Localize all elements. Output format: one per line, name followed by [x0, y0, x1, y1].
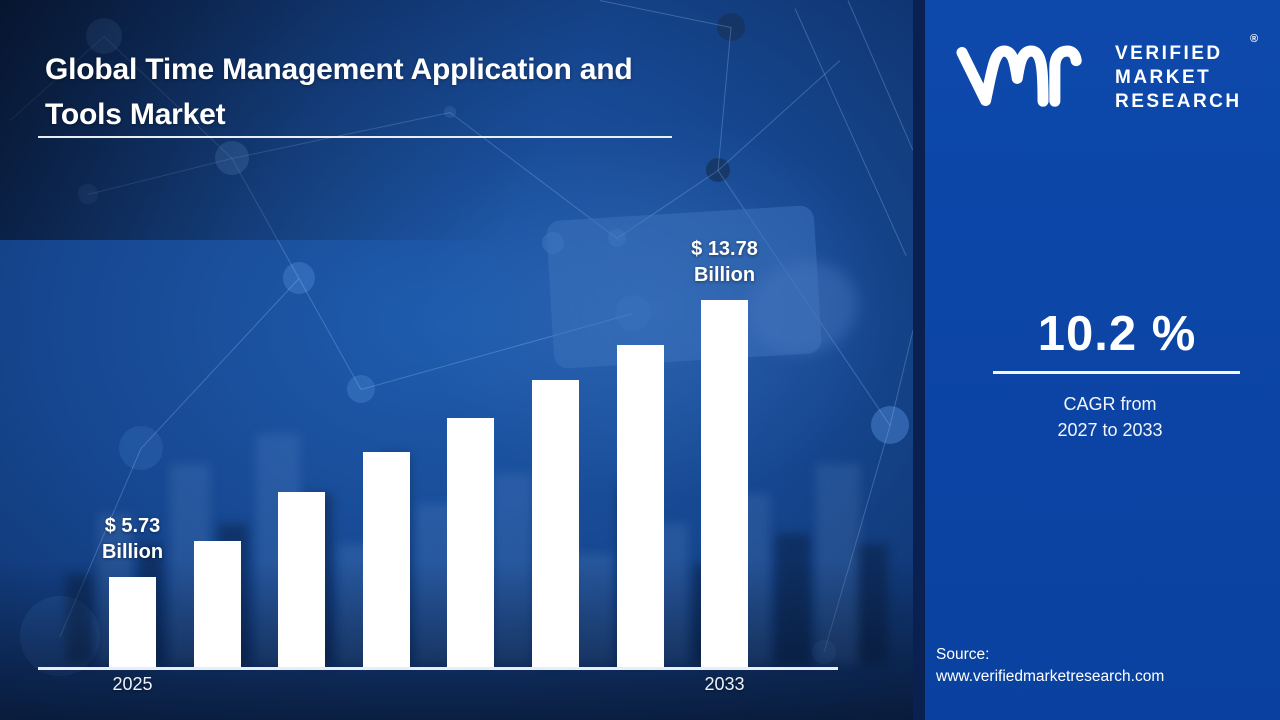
right-panel — [925, 0, 1280, 720]
bar-value-unit: Billion — [693, 264, 756, 286]
registered-trademark-icon: ® — [1250, 33, 1259, 45]
bar-index-5 — [532, 380, 579, 669]
page-title-line2: Tools Market — [45, 98, 226, 131]
bar-index-1 — [194, 541, 241, 669]
page-title-line1: Global Time Management Application and — [45, 53, 633, 86]
bar-value-amount: $ 13.78 — [691, 238, 758, 260]
source-label: Source: — [936, 646, 990, 663]
left-section: Global Time Management Application and T… — [0, 0, 913, 720]
bar-value-amount: $ 5.73 — [104, 515, 161, 537]
network-node-icon — [871, 406, 909, 444]
title-underline — [38, 136, 672, 138]
cagr-caption: CAGR from 2027 to 2033 — [960, 391, 1260, 443]
bar-group — [109, 249, 749, 669]
bar-index-4 — [447, 418, 494, 669]
market-bar-chart: 2025 $ 5.73 Billion 2033 $ 13.78 Billion — [38, 236, 838, 694]
source-block: Source: www.verifiedmarketresearch.com — [936, 644, 1164, 688]
cagr-caption-line1: CAGR from — [1063, 394, 1157, 414]
bar-value-unit: Billion — [101, 541, 164, 563]
network-node-icon — [347, 375, 375, 403]
network-node-icon — [119, 426, 163, 470]
bar-value-label-2025: $ 5.73 Billion — [102, 513, 163, 565]
bar-index-3 — [363, 452, 410, 669]
page-title: Global Time Management Application and T… — [45, 47, 765, 137]
x-tick-label-2033: 2033 — [704, 674, 745, 694]
cagr-caption-line2: 2027 to 2033 — [1057, 420, 1163, 440]
cagr-value: 10.2 % — [1037, 307, 1197, 361]
brand-line-market: MARKET — [1115, 67, 1212, 88]
source-url: www.verifiedmarketresearch.com — [936, 668, 1165, 685]
cagr-underline — [993, 371, 1240, 374]
bar-index-6 — [617, 345, 664, 669]
panel-separator — [913, 0, 925, 720]
x-tick-label-2025: 2025 — [112, 674, 153, 694]
bar-2033 — [701, 300, 748, 669]
brand-line-research: RESEARCH — [1115, 91, 1242, 112]
bar-value-label-2033: $ 13.78 Billion — [691, 236, 758, 288]
network-node-icon — [283, 262, 315, 294]
vmr-logo-icon — [956, 45, 1082, 107]
brand-name: VERIFIED MARKET RESEARCH — [1115, 42, 1242, 114]
bar-index-2 — [278, 492, 325, 669]
top-shade — [0, 0, 913, 240]
brand-line-verified: VERIFIED — [1115, 43, 1223, 64]
bar-2025 — [109, 577, 156, 669]
x-axis-line — [38, 667, 838, 670]
